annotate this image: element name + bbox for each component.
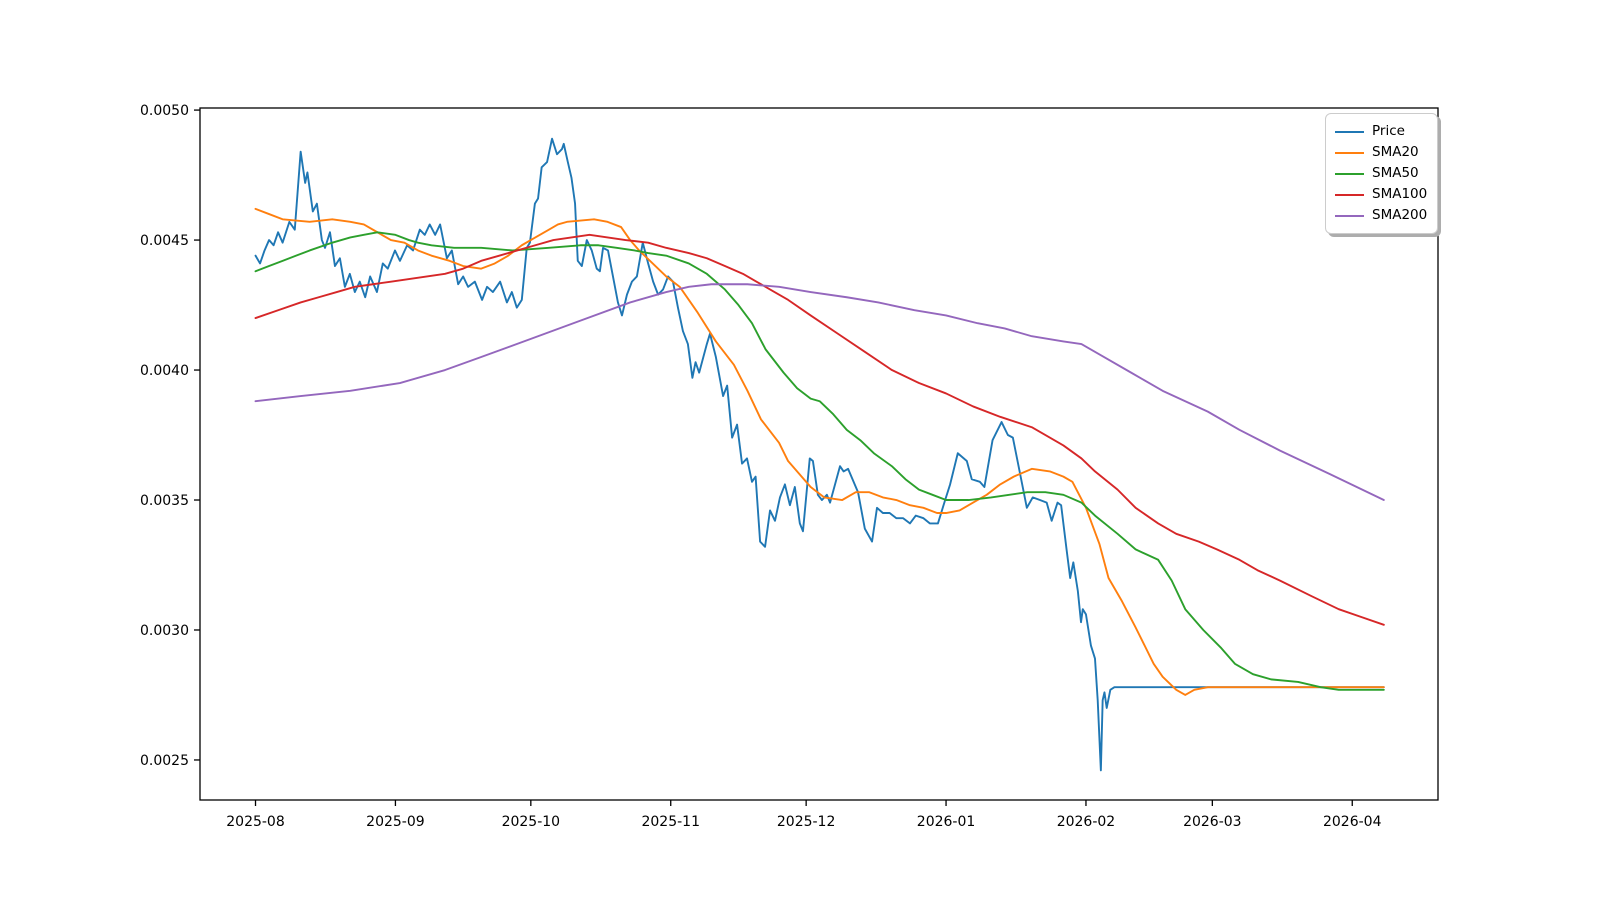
x-tick-label: 2026-04 <box>1323 814 1382 830</box>
y-tick-label: 0.0030 <box>140 623 189 639</box>
legend: Price SMA20 SMA50 SMA100 SMA200 <box>1325 113 1439 234</box>
y-tick-label: 0.0045 <box>140 233 189 249</box>
sma50-line <box>254 231 1385 691</box>
plot-area <box>199 107 1439 801</box>
x-tick-label: 2025-09 <box>366 814 425 830</box>
x-tick-label: 2026-01 <box>917 814 976 830</box>
legend-line-sample-sma20 <box>1335 151 1364 154</box>
legend-label: Price <box>1372 123 1405 139</box>
legend-line-sample-sma200 <box>1335 214 1364 217</box>
legend-label: SMA200 <box>1372 207 1428 223</box>
legend-label: SMA50 <box>1372 165 1419 181</box>
y-tick-label: 0.0050 <box>140 103 189 119</box>
legend-line-sample-sma50 <box>1335 172 1364 175</box>
sma100-line <box>254 233 1385 626</box>
legend-item-price: Price <box>1335 121 1427 142</box>
legend-item-sma20: SMA20 <box>1335 142 1427 163</box>
legend-line-sample-price <box>1335 130 1364 133</box>
sma200-line <box>254 283 1385 501</box>
legend-item-sma50: SMA50 <box>1335 163 1427 184</box>
x-tick-label: 2026-02 <box>1057 814 1116 830</box>
x-tick-label: 2025-08 <box>226 814 285 830</box>
x-tick-label: 2025-12 <box>777 814 836 830</box>
y-tick-label: 0.0040 <box>140 363 189 379</box>
y-tick-label: 0.0035 <box>140 493 189 509</box>
legend-label: SMA100 <box>1372 186 1428 202</box>
legend-item-sma100: SMA100 <box>1335 184 1427 205</box>
legend-label: SMA20 <box>1372 144 1419 160</box>
price-line <box>254 137 1385 772</box>
x-tick-label: 2025-11 <box>641 814 700 830</box>
sma20-line <box>254 207 1385 696</box>
x-tick-label: 2026-03 <box>1183 814 1242 830</box>
x-tick-label: 2025-10 <box>502 814 561 830</box>
y-tick-label: 0.0025 <box>140 753 189 769</box>
legend-item-sma200: SMA200 <box>1335 205 1427 226</box>
legend-line-sample-sma100 <box>1335 193 1364 196</box>
